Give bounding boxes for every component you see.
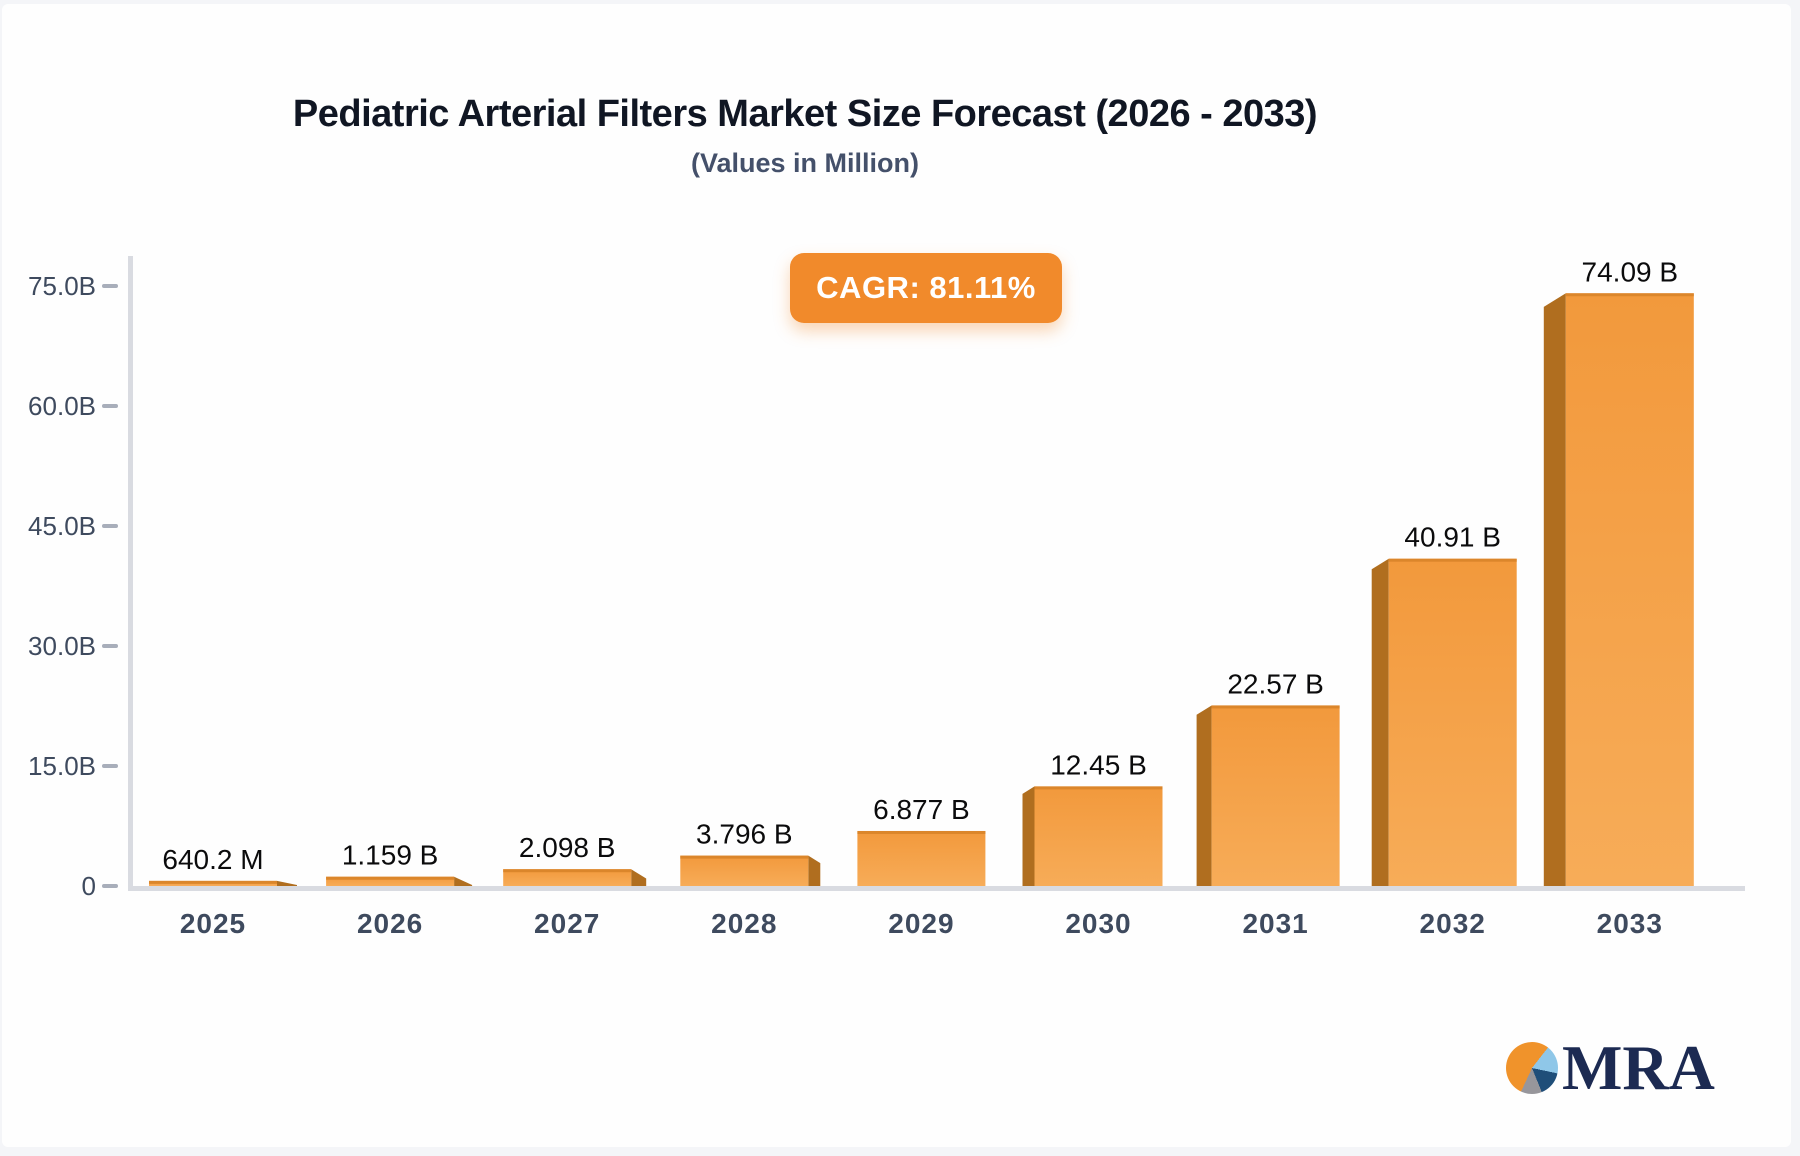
bar-2029 bbox=[857, 830, 986, 886]
y-axis-label: 30.0B bbox=[28, 631, 96, 661]
x-axis-label-2032: 2032 bbox=[1420, 908, 1486, 939]
x-axis-label-2025: 2025 bbox=[180, 908, 246, 939]
mra-logo: MRA bbox=[1506, 1032, 1715, 1103]
bar-value-label-2027: 2.098 B bbox=[519, 832, 616, 863]
y-axis-label: 45.0B bbox=[28, 511, 96, 541]
x-axis-label-2026: 2026 bbox=[357, 908, 423, 939]
bar-side-face-2026 bbox=[454, 876, 473, 886]
y-axis-label: 0 bbox=[82, 871, 96, 901]
bar-2033 bbox=[1565, 293, 1694, 886]
x-axis-label-2030: 2030 bbox=[1065, 908, 1131, 939]
y-tick-mark bbox=[102, 524, 118, 528]
bar-value-label-2033: 74.09 B bbox=[1582, 256, 1679, 287]
bar-2026 bbox=[326, 876, 455, 886]
bar-top-edge-2026 bbox=[326, 876, 455, 880]
bar-2032 bbox=[1388, 558, 1517, 886]
chart-title: Pediatric Arterial Filters Market Size F… bbox=[292, 93, 1318, 135]
x-axis-line bbox=[128, 886, 1745, 891]
chart-subtitle: (Values in Million) bbox=[690, 148, 920, 178]
bar-side-face-2027 bbox=[631, 869, 647, 886]
y-axis-label: 60.0B bbox=[28, 391, 96, 421]
x-axis-label-2027: 2027 bbox=[534, 908, 600, 939]
cagr-badge: CAGR: 81.11% bbox=[790, 253, 1062, 323]
mra-logo-text: MRA bbox=[1562, 1032, 1715, 1103]
bar-side-face-2032 bbox=[1371, 558, 1389, 886]
chart-header: Pediatric Arterial Filters Market Size F… bbox=[0, 92, 1610, 179]
bar-2028 bbox=[680, 855, 809, 886]
bar-value-label-2025: 640.2 M bbox=[162, 844, 263, 875]
bar-top-edge-2025 bbox=[149, 880, 277, 884]
mra-pie-logo-icon bbox=[1506, 1042, 1558, 1094]
bar-top-edge-2028 bbox=[680, 855, 809, 859]
cagr-badge-label: CAGR: 81.11% bbox=[816, 270, 1036, 305]
bar-2031 bbox=[1211, 705, 1340, 886]
x-axis-label-2033: 2033 bbox=[1597, 908, 1663, 939]
bar-top-edge-2031 bbox=[1211, 705, 1340, 709]
bar-side-face-2031 bbox=[1196, 705, 1212, 886]
bar-top-edge-2030 bbox=[1034, 786, 1163, 790]
bar-side-face-2025 bbox=[277, 880, 297, 886]
bar-value-label-2032: 40.91 B bbox=[1404, 522, 1501, 553]
y-axis-label: 15.0B bbox=[28, 751, 96, 781]
bar-value-label-2026: 1.159 B bbox=[342, 840, 439, 871]
bar-2030 bbox=[1034, 786, 1163, 886]
x-axis-label-2031: 2031 bbox=[1242, 908, 1308, 939]
bar-side-face-2030 bbox=[1022, 786, 1035, 886]
bar-value-label-2031: 22.57 B bbox=[1227, 668, 1324, 699]
bar-top-edge-2033 bbox=[1565, 293, 1694, 297]
y-tick-mark bbox=[102, 764, 118, 768]
bar-top-edge-2027 bbox=[503, 869, 632, 873]
y-tick-mark bbox=[102, 644, 118, 648]
y-axis-label: 75.0B bbox=[28, 271, 96, 301]
bar-value-label-2030: 12.45 B bbox=[1050, 749, 1147, 780]
x-axis-label-2028: 2028 bbox=[711, 908, 777, 939]
y-tick-mark bbox=[102, 404, 118, 408]
bar-top-edge-2029 bbox=[857, 830, 986, 834]
y-tick-mark bbox=[102, 884, 118, 888]
x-axis-label-2029: 2029 bbox=[888, 908, 954, 939]
bar-side-face-2028 bbox=[808, 855, 821, 886]
y-axis-line bbox=[128, 256, 133, 891]
bar-value-label-2028: 3.796 B bbox=[696, 819, 793, 850]
bar-top-edge-2032 bbox=[1388, 558, 1517, 562]
bar-2027 bbox=[503, 869, 632, 886]
bar-side-face-2033 bbox=[1543, 293, 1566, 886]
bar-value-label-2029: 6.877 B bbox=[873, 794, 970, 825]
y-tick-mark bbox=[102, 284, 118, 288]
